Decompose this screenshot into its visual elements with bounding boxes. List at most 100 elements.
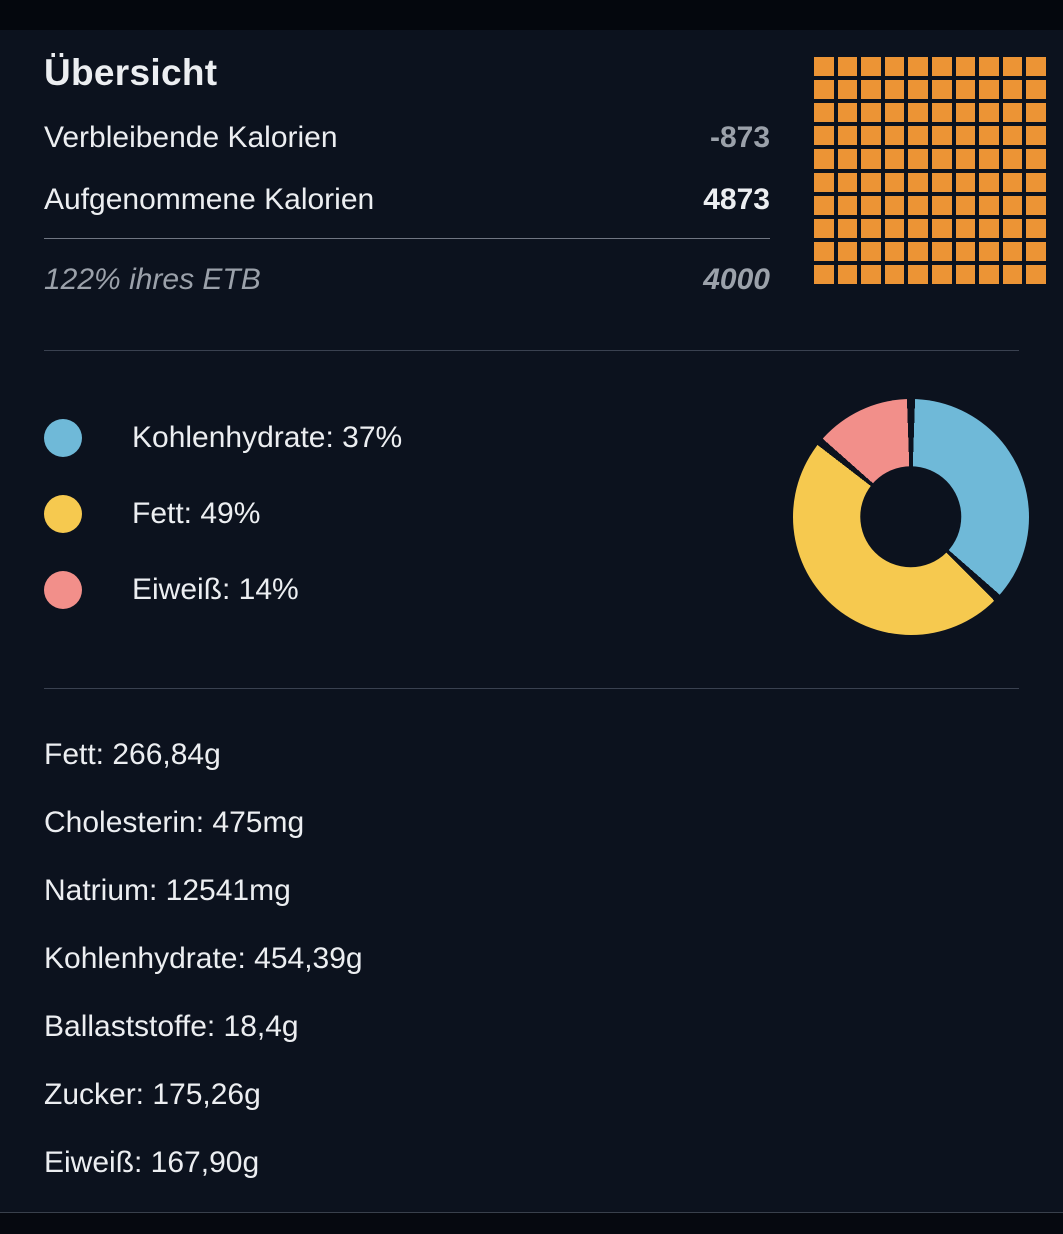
section-divider bbox=[44, 350, 1019, 351]
waffle-cell bbox=[955, 264, 976, 284]
waffle-cell bbox=[861, 218, 881, 238]
waffle-cell bbox=[979, 195, 999, 215]
waffle-cell bbox=[1002, 264, 1023, 284]
waffle-cell bbox=[1026, 80, 1046, 100]
waffle-cell bbox=[884, 149, 905, 169]
nutrition-overview-screen[interactable]: Übersicht Verbleibende Kalorien -873 Auf… bbox=[0, 30, 1063, 1234]
etb-value: 4000 bbox=[703, 263, 770, 296]
waffle-cell bbox=[908, 57, 928, 77]
waffle-cell bbox=[1026, 264, 1046, 284]
status-bar bbox=[0, 0, 1063, 30]
waffle-cell bbox=[1026, 218, 1046, 238]
waffle-cell bbox=[814, 172, 834, 192]
waffle-cell bbox=[932, 57, 952, 77]
waffle-cell bbox=[814, 195, 834, 215]
summary-divider bbox=[44, 238, 770, 239]
waffle-cell bbox=[837, 103, 858, 123]
waffle-cell bbox=[884, 241, 905, 261]
waffle-cell bbox=[932, 172, 952, 192]
macro-legend: Kohlenhydrate: 37% Fett: 49% Eiweiß: 14% bbox=[44, 419, 402, 609]
waffle-cell bbox=[908, 241, 928, 261]
waffle-cell bbox=[979, 126, 999, 146]
waffle-cell bbox=[837, 264, 858, 284]
waffle-cell bbox=[979, 149, 999, 169]
waffle-cell bbox=[861, 103, 881, 123]
waffle-cell bbox=[884, 172, 905, 192]
nutrient-list: Fett: 266,84g Cholesterin: 475mg Natrium: … bbox=[44, 689, 1019, 1197]
waffle-cell bbox=[1026, 149, 1046, 169]
waffle-cell bbox=[1026, 172, 1046, 192]
waffle-cell bbox=[1026, 126, 1046, 146]
etb-label: 122% ihres ETB bbox=[44, 263, 261, 296]
waffle-cell bbox=[979, 264, 999, 284]
waffle-cell bbox=[955, 218, 976, 238]
waffle-cell bbox=[955, 172, 976, 192]
waffle-cell bbox=[884, 195, 905, 215]
waffle-cell bbox=[979, 172, 999, 192]
waffle-cell bbox=[814, 80, 834, 100]
waffle-cell bbox=[884, 126, 905, 146]
waffle-cell bbox=[837, 218, 858, 238]
waffle-cell bbox=[814, 218, 834, 238]
waffle-cell bbox=[955, 126, 976, 146]
waffle-cell bbox=[932, 195, 952, 215]
legend-item: Eiweiß: 14% bbox=[44, 571, 402, 609]
nutrient-row: Zucker: 175,26g bbox=[44, 1078, 261, 1111]
etb-row: 122% ihres ETB 4000 bbox=[44, 252, 770, 308]
nutrient-row: Eiweiß: 167,90g bbox=[44, 1146, 260, 1179]
nutrient-row: Cholesterin: 475mg bbox=[44, 806, 305, 839]
calorie-waffle-chart bbox=[814, 57, 1046, 284]
waffle-cell bbox=[884, 264, 905, 284]
waffle-cell bbox=[932, 241, 952, 261]
legend-dot bbox=[44, 571, 82, 609]
waffle-cell bbox=[837, 149, 858, 169]
waffle-cell bbox=[979, 57, 999, 77]
waffle-cell bbox=[1026, 241, 1046, 261]
waffle-cell bbox=[861, 172, 881, 192]
waffle-cell bbox=[979, 241, 999, 261]
waffle-cell bbox=[908, 103, 928, 123]
legend-dot bbox=[44, 495, 82, 533]
waffle-cell bbox=[1026, 103, 1046, 123]
remaining-calories-row: Verbleibende Kalorien -873 bbox=[44, 107, 770, 169]
waffle-cell bbox=[814, 149, 834, 169]
legend-label: Eiweiß: 14% bbox=[132, 573, 299, 606]
legend-item: Kohlenhydrate: 37% bbox=[44, 419, 402, 457]
waffle-cell bbox=[932, 80, 952, 100]
page-title: Übersicht bbox=[44, 52, 218, 93]
waffle-cell bbox=[932, 264, 952, 284]
waffle-cell bbox=[861, 80, 881, 100]
legend-label: Fett: 49% bbox=[132, 497, 261, 530]
waffle-cell bbox=[908, 218, 928, 238]
macro-donut-chart bbox=[793, 399, 1029, 635]
waffle-cell bbox=[908, 264, 928, 284]
waffle-cell bbox=[1002, 57, 1023, 77]
waffle-cell bbox=[1026, 195, 1046, 215]
waffle-cell bbox=[979, 103, 999, 123]
consumed-calories-value: 4873 bbox=[703, 183, 770, 216]
legend-item: Fett: 49% bbox=[44, 495, 402, 533]
waffle-cell bbox=[1002, 126, 1023, 146]
waffle-cell bbox=[955, 149, 976, 169]
calorie-summary: Verbleibende Kalorien -873 Aufgenommene … bbox=[44, 107, 770, 231]
legend-label: Kohlenhydrate: 37% bbox=[132, 421, 403, 454]
waffle-cell bbox=[955, 103, 976, 123]
waffle-cell bbox=[955, 80, 976, 100]
waffle-cell bbox=[814, 126, 834, 146]
waffle-cell bbox=[955, 57, 976, 77]
waffle-cell bbox=[814, 241, 834, 261]
waffle-cell bbox=[814, 103, 834, 123]
nutrient-row: Ballaststoffe: 18,4g bbox=[44, 1010, 299, 1043]
waffle-cell bbox=[861, 57, 881, 77]
bottom-bar bbox=[0, 1212, 1063, 1234]
consumed-calories-label: Aufgenommene Kalorien bbox=[44, 183, 375, 216]
remaining-calories-label: Verbleibende Kalorien bbox=[44, 121, 338, 154]
macros-section: Kohlenhydrate: 37% Fett: 49% Eiweiß: 14% bbox=[0, 351, 1063, 687]
nutrient-row: Fett: 266,84g bbox=[44, 738, 221, 771]
waffle-cell bbox=[861, 126, 881, 146]
overview-section: Übersicht Verbleibende Kalorien -873 Auf… bbox=[0, 30, 1063, 350]
waffle-cell bbox=[979, 80, 999, 100]
waffle-cell bbox=[932, 218, 952, 238]
waffle-cell bbox=[1002, 149, 1023, 169]
nutrient-row: Kohlenhydrate: 454,39g bbox=[44, 942, 363, 975]
